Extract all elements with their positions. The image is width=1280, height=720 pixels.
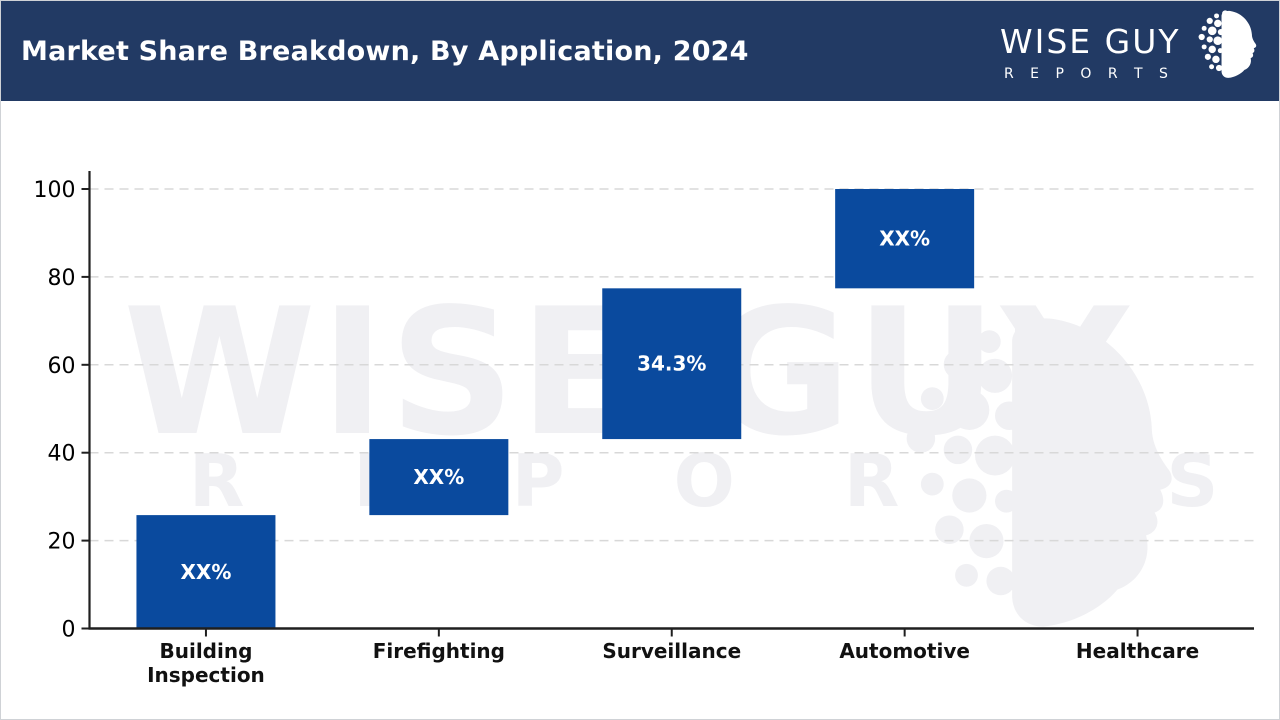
chart-area: WISE GUY R E P O R T S XX% XX% 34.3% XX% 0 20…: [1, 101, 1279, 719]
y-tick-label-100: 100: [34, 178, 76, 203]
bar-label: XX%: [413, 465, 464, 489]
y-tick-label-80: 80: [48, 266, 76, 291]
y-tick-label-20: 20: [48, 530, 76, 555]
x-category-label: Surveillance: [602, 639, 741, 663]
bar-automotive: [835, 189, 975, 289]
y-tick-label-40: 40: [48, 442, 76, 467]
bar-firefighting: [369, 439, 509, 516]
x-category-label: Inspection: [147, 663, 265, 687]
x-category-label: Building: [159, 639, 252, 663]
x-category-label: Firefighting: [373, 639, 505, 663]
logo-subtext: R E P O R T S: [1004, 66, 1174, 82]
page-title: Market Share Breakdown, By Application, …: [21, 35, 749, 67]
bar-surveillance: [602, 288, 742, 440]
bar-label: XX%: [879, 227, 930, 251]
y-tick-label-60: 60: [48, 354, 76, 379]
x-category-label: Automotive: [839, 639, 970, 663]
bar-label: 34.3%: [637, 352, 706, 376]
header-bar: Market Share Breakdown, By Application, …: [1, 1, 1279, 101]
bar-building-inspection: [136, 515, 276, 629]
bar-label: XX%: [181, 560, 232, 584]
y-tick-label-0: 0: [62, 618, 76, 643]
logo-head-icon: [1198, 10, 1257, 78]
x-category-label: Healthcare: [1076, 639, 1199, 663]
waterfall-chart: WISE GUY R E P O R T S XX%XX%34.3%XX%020…: [34, 171, 1254, 687]
wise-guy-reports-logo: WISE GUY R E P O R T S: [1000, 10, 1257, 82]
logo-wordmark: WISE GUY: [1000, 22, 1181, 61]
